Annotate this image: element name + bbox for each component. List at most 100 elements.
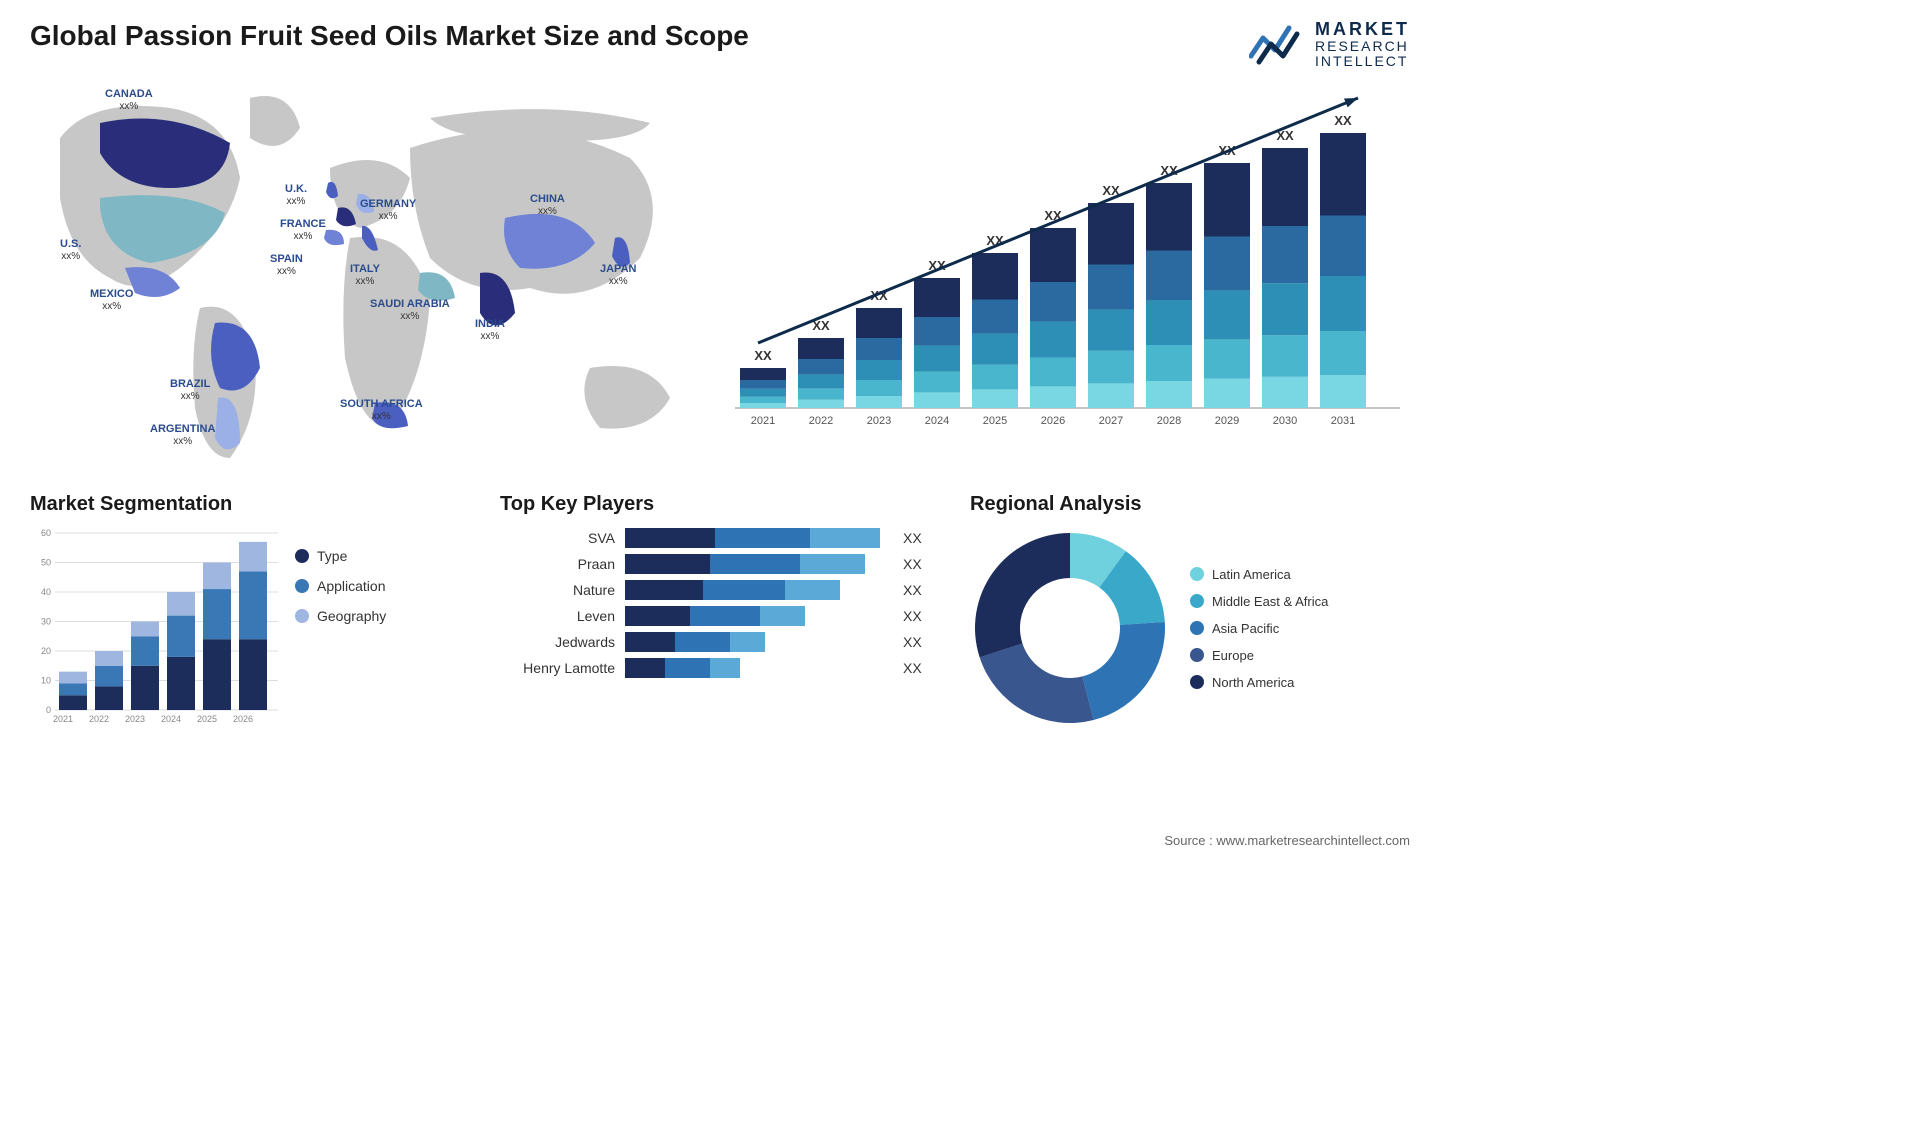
map-label: SPAINxx% (270, 253, 303, 277)
page-title: Global Passion Fruit Seed Oils Market Si… (30, 20, 749, 52)
key-player-bar (625, 528, 885, 548)
key-player-row: NatureXX (500, 580, 940, 600)
svg-text:0: 0 (46, 705, 51, 715)
legend-dot-icon (295, 549, 309, 563)
legend-label: Geography (317, 608, 386, 624)
key-players-list: SVAXXPraanXXNatureXXLevenXXJedwardsXXHen… (500, 528, 940, 678)
svg-text:2023: 2023 (867, 415, 891, 427)
legend-label: Latin America (1212, 567, 1291, 582)
svg-text:2022: 2022 (809, 415, 833, 427)
map-label: ARGENTINAxx% (150, 423, 215, 447)
svg-text:2027: 2027 (1099, 415, 1123, 427)
legend-item: Latin America (1190, 567, 1328, 582)
map-label: JAPANxx% (600, 263, 636, 287)
svg-text:2021: 2021 (751, 415, 775, 427)
key-player-bar (625, 658, 885, 678)
svg-text:2024: 2024 (161, 714, 181, 724)
regional-legend: Latin America Middle East & Africa Asia Pa… (1190, 567, 1328, 690)
legend-dot-icon (1190, 567, 1204, 581)
logo-text-2: RESEARCH (1315, 39, 1410, 54)
key-player-value: XX (903, 556, 922, 572)
svg-text:2029: 2029 (1215, 415, 1239, 427)
map-label: CHINAxx% (530, 193, 565, 217)
svg-text:20: 20 (41, 646, 51, 656)
legend-item: Middle East & Africa (1190, 594, 1328, 609)
svg-text:XX: XX (754, 348, 772, 363)
svg-text:2025: 2025 (983, 415, 1007, 427)
map-label: CANADAxx% (105, 88, 153, 112)
world-map: CANADAxx% U.S.xx% MEXICOxx% BRAZILxx% ARGENT… (30, 78, 690, 468)
key-players-panel: Top Key Players SVAXXPraanXXNatureXXLeve… (500, 493, 940, 738)
logo-text-3: INTELLECT (1315, 54, 1410, 69)
svg-text:2021: 2021 (53, 714, 73, 724)
legend-label: North America (1212, 675, 1294, 690)
legend-label: Type (317, 548, 347, 564)
key-player-bar (625, 580, 885, 600)
map-label: U.S.xx% (60, 238, 81, 262)
map-label: U.K.xx% (285, 183, 307, 207)
map-label: SOUTH AFRICAxx% (340, 398, 423, 422)
legend-item: Geography (295, 608, 386, 624)
svg-text:2022: 2022 (89, 714, 109, 724)
key-player-bar (625, 554, 885, 574)
key-player-name: Henry Lamotte (500, 660, 615, 676)
map-label: BRAZILxx% (170, 378, 210, 402)
key-players-title: Top Key Players (500, 493, 940, 516)
key-player-name: Praan (500, 556, 615, 572)
svg-text:2023: 2023 (125, 714, 145, 724)
key-player-row: Jedwards XX (500, 632, 940, 652)
map-label: SAUDI ARABIAxx% (370, 298, 450, 322)
svg-text:50: 50 (41, 558, 51, 568)
map-label: ITALYxx% (350, 263, 380, 287)
segmentation-title: Market Segmentation (30, 493, 470, 516)
source-label: Source : www.marketresearchintellect.com (1164, 833, 1410, 848)
svg-text:2026: 2026 (233, 714, 253, 724)
brand-logo: MARKET RESEARCH INTELLECT (1249, 20, 1410, 68)
legend-dot-icon (295, 609, 309, 623)
map-label: FRANCExx% (280, 218, 326, 242)
svg-text:2025: 2025 (197, 714, 217, 724)
key-player-row: SVA XX (500, 528, 940, 548)
regional-title: Regional Analysis (970, 493, 1410, 516)
svg-text:10: 10 (41, 676, 51, 686)
key-player-value: XX (903, 530, 922, 546)
map-label: GERMANYxx% (360, 198, 416, 222)
legend-item: North America (1190, 675, 1328, 690)
svg-text:2031: 2031 (1331, 415, 1355, 427)
key-player-bar (625, 606, 885, 626)
key-player-name: SVA (500, 530, 615, 546)
svg-text:2028: 2028 (1157, 415, 1181, 427)
key-player-row: Praan XX (500, 554, 940, 574)
svg-text:XX: XX (1334, 113, 1352, 128)
key-player-name: Leven (500, 608, 615, 624)
legend-item: Asia Pacific (1190, 621, 1328, 636)
key-player-value: XX (903, 608, 922, 624)
legend-dot-icon (295, 579, 309, 593)
legend-label: Application (317, 578, 386, 594)
svg-text:40: 40 (41, 587, 51, 597)
svg-text:60: 60 (41, 528, 51, 538)
key-player-name: Nature (500, 582, 615, 598)
legend-dot-icon (1190, 621, 1204, 635)
legend-item: Type (295, 548, 386, 564)
legend-dot-icon (1190, 648, 1204, 662)
svg-text:30: 30 (41, 617, 51, 627)
legend-label: Asia Pacific (1212, 621, 1279, 636)
legend-dot-icon (1190, 594, 1204, 608)
legend-item: Application (295, 578, 386, 594)
logo-text-1: MARKET (1315, 20, 1410, 39)
segmentation-panel: Market Segmentation 0 10 20 30 40 50 60 2021 202… (30, 493, 470, 738)
key-player-name: Jedwards (500, 634, 615, 650)
logo-mark-icon (1249, 22, 1305, 66)
growth-bar-chart: XX2021XX2022XX2023XX2024XX2025XX2026XX20… (710, 78, 1410, 468)
legend-item: Europe (1190, 648, 1328, 663)
key-player-value: XX (903, 660, 922, 676)
map-label: MEXICOxx% (90, 288, 133, 312)
segmentation-legend: Type Application Geography (295, 548, 386, 624)
svg-text:2030: 2030 (1273, 415, 1297, 427)
map-label: INDIAxx% (475, 318, 505, 342)
regional-panel: Regional Analysis Latin America Middle Ea… (970, 493, 1410, 738)
key-player-value: XX (903, 634, 922, 650)
legend-label: Middle East & Africa (1212, 594, 1328, 609)
key-player-bar (625, 632, 885, 652)
